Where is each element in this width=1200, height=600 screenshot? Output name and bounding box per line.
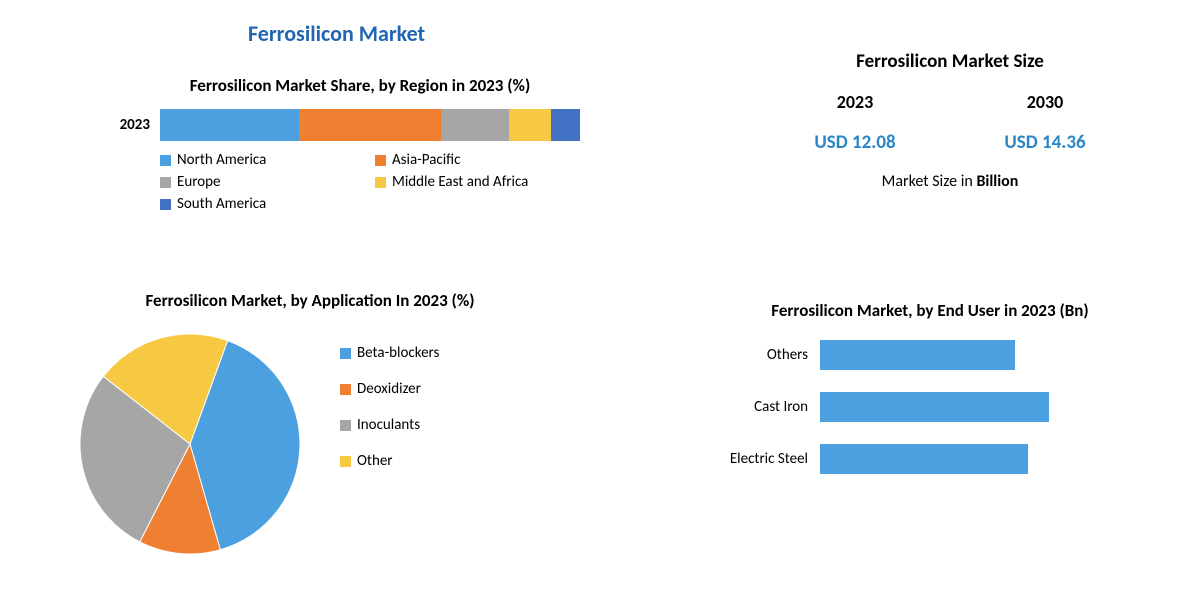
enduser-bar bbox=[820, 444, 1028, 474]
legend-swatch bbox=[375, 155, 386, 166]
legend-item: Other bbox=[340, 452, 439, 470]
size-column: 2023 USD 12.08 bbox=[775, 91, 935, 154]
unit-prefix: Market Size in bbox=[882, 172, 977, 191]
legend-swatch bbox=[340, 456, 351, 467]
legend-swatch bbox=[375, 177, 386, 188]
pie-chart-title: Ferrosilicon Market, by Application In 2… bbox=[80, 290, 540, 312]
legend-item: North America bbox=[160, 151, 375, 169]
legend-item: Deoxidizer bbox=[340, 380, 439, 398]
enduser-bar bbox=[820, 340, 1015, 370]
pie-svg bbox=[60, 324, 320, 554]
market-size-unit: Market Size in Billion bbox=[760, 172, 1140, 191]
legend-swatch bbox=[340, 420, 351, 431]
main-title: Ferrosilicon Market bbox=[248, 20, 425, 47]
legend-label: Europe bbox=[177, 173, 220, 191]
pie-legend: Beta-blockers Deoxidizer Inoculants Other bbox=[340, 344, 439, 488]
legend-label: Beta-blockers bbox=[357, 344, 439, 362]
enduser-row: Electric Steel bbox=[690, 444, 1170, 474]
legend-label: South America bbox=[177, 195, 266, 213]
enduser-label: Electric Steel bbox=[690, 450, 820, 468]
region-segment bbox=[160, 109, 299, 141]
legend-label: Deoxidizer bbox=[357, 380, 421, 398]
legend-item: South America bbox=[160, 195, 375, 213]
legend-swatch bbox=[340, 348, 351, 359]
legend-label: Inoculants bbox=[357, 416, 420, 434]
size-value: USD 14.36 bbox=[965, 131, 1125, 154]
enduser-row: Others bbox=[690, 340, 1170, 370]
pie-svg-container bbox=[60, 324, 320, 554]
legend-swatch bbox=[160, 155, 171, 166]
region-segment bbox=[441, 109, 508, 141]
enduser-row: Cast Iron bbox=[690, 392, 1170, 422]
market-size-columns: 2023 USD 12.08 2030 USD 14.36 bbox=[760, 91, 1140, 154]
legend-swatch bbox=[160, 177, 171, 188]
legend-label: Asia-Pacific bbox=[392, 151, 460, 169]
region-segment bbox=[551, 109, 580, 141]
legend-item: Asia-Pacific bbox=[375, 151, 590, 169]
legend-label: Middle East and Africa bbox=[392, 173, 528, 191]
legend-item: Beta-blockers bbox=[340, 344, 439, 362]
size-year: 2023 bbox=[775, 91, 935, 113]
enduser-rows: Others Cast Iron Electric Steel bbox=[690, 340, 1170, 474]
region-y-label: 2023 bbox=[100, 116, 160, 134]
size-column: 2030 USD 14.36 bbox=[965, 91, 1125, 154]
legend-swatch bbox=[340, 384, 351, 395]
region-share-chart: Ferrosilicon Market Share, by Region in … bbox=[100, 75, 620, 217]
market-size-block: Ferrosilicon Market Size 2023USD 12.0820… bbox=[760, 50, 1140, 191]
legend-item: Inoculants bbox=[340, 416, 439, 434]
enduser-label: Cast Iron bbox=[690, 398, 820, 416]
region-chart-title: Ferrosilicon Market Share, by Region in … bbox=[100, 75, 620, 97]
legend-label: North America bbox=[177, 151, 266, 169]
size-value: USD 12.08 bbox=[775, 131, 935, 154]
legend-swatch bbox=[160, 199, 171, 210]
region-segment bbox=[299, 109, 442, 141]
legend-item: Middle East and Africa bbox=[375, 173, 590, 191]
legend-item: Europe bbox=[160, 173, 375, 191]
market-size-title: Ferrosilicon Market Size bbox=[760, 50, 1140, 73]
enduser-chart-title: Ferrosilicon Market, by End User in 2023… bbox=[690, 300, 1170, 322]
region-segment bbox=[509, 109, 551, 141]
size-year: 2030 bbox=[965, 91, 1125, 113]
application-pie-chart: Ferrosilicon Market, by Application In 2… bbox=[60, 290, 620, 554]
region-legend: North America Asia-Pacific Europe Middle Ea… bbox=[160, 151, 590, 217]
enduser-label: Others bbox=[690, 346, 820, 364]
legend-label: Other bbox=[357, 452, 393, 470]
enduser-bar bbox=[820, 392, 1049, 422]
unit-bold: Billion bbox=[976, 172, 1018, 191]
enduser-bar-chart: Ferrosilicon Market, by End User in 2023… bbox=[690, 300, 1170, 496]
region-stacked-bar bbox=[160, 109, 580, 141]
